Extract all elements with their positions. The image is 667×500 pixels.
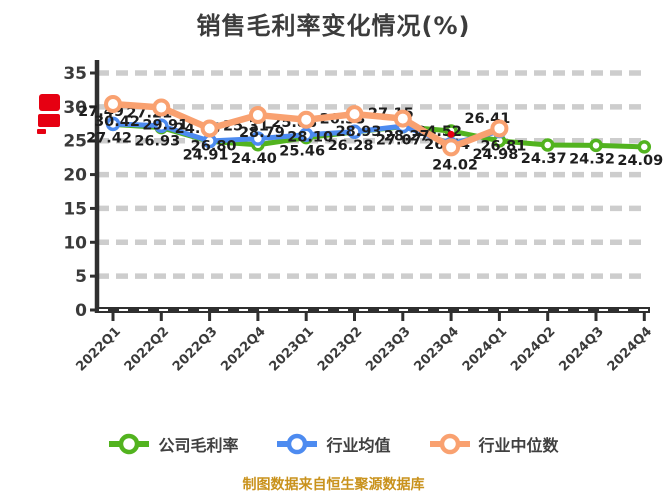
data-source-caption: 制图数据来自恒生聚源数据库 [242,477,425,493]
x-axis-category-label: 2023Q3 [363,324,413,374]
legend-marker-icon [277,433,318,455]
data-point-label: 30.42 [94,114,140,130]
y-axis-tick-label: 20 [63,166,87,186]
data-point-label: 28.10 [287,130,333,146]
data-point-marker [637,140,652,154]
y-axis-tick-label: 15 [63,199,87,219]
x-axis-category-label: 2024Q1 [460,324,510,374]
y-axis-tick-label: 0 [75,301,87,321]
data-point-label: 26.81 [480,138,526,154]
chart-title: 销售毛利率变化情况(%) [196,12,471,40]
data-point-marker [248,106,267,125]
data-point-marker [347,124,362,139]
data-point-label: 29.91 [142,117,188,133]
legend-item-1: 行业均值 [276,432,391,456]
data-point-label: 28.93 [336,124,382,140]
legend-marker-icon [109,433,150,455]
legend-item-0: 公司毛利率 [108,432,238,456]
y-axis-tick-label: 35 [63,64,87,84]
x-axis-category-label: 2024Q2 [508,324,558,374]
data-point-marker [345,105,364,124]
legend-label: 行业中位数 [478,436,559,455]
data-point-label: 24.37 [521,151,567,167]
x-axis-category-label: 2022Q4 [218,324,268,374]
line-chart-plot: 051015202530352022Q12022Q22022Q32022Q420… [63,60,663,375]
alert-dot-icon [447,130,455,138]
x-axis-category-label: 2022Q3 [170,324,220,374]
legend-label: 行业均值 [326,436,391,455]
y-axis-tick-label: 10 [63,233,87,253]
data-point-marker [154,118,169,133]
data-point-marker [393,109,412,128]
x-axis-category-label: 2023Q4 [412,324,462,374]
x-axis-category-label: 2023Q2 [315,324,365,374]
data-point-label: 24.91 [183,147,229,163]
legend-marker-icon [429,433,470,455]
data-point-marker [490,119,509,138]
legend-item-2: 行业中位数 [429,432,559,456]
data-point-label: 28.27 [384,129,430,145]
x-axis-category-label: 2022Q2 [122,324,172,374]
x-axis-category-label: 2023Q1 [267,324,317,374]
data-point-marker [250,131,266,146]
data-point-marker [105,116,121,132]
data-point-label: 26.93 [134,134,180,150]
x-axis-category-label: 2024Q3 [556,324,606,374]
chart-legend: 公司毛利率 行业均值 行业中位数 [0,432,667,456]
legend-label: 公司毛利率 [158,436,239,455]
data-point-marker [152,98,171,117]
x-axis-category-label: 2024Q4 [605,324,655,374]
data-point-marker [297,110,316,129]
data-point-label: 24.02 [432,157,478,173]
data-point-label: 24.32 [569,151,615,167]
data-point-marker [589,138,603,153]
data-point-label: 26.28 [328,138,374,154]
data-point-label: 24.98 [472,147,518,163]
y-axis-tick-label: 30 [63,98,87,118]
data-point-marker [200,119,219,138]
y-axis-tick-label: 25 [63,132,87,152]
data-point-label: 24.40 [231,151,277,167]
red-stamp-icon [37,94,60,134]
data-point-marker [298,127,314,143]
data-point-label: 27.07 [376,133,422,149]
y-axis-tick-label: 5 [75,267,87,287]
data-point-label: 28.79 [239,125,285,141]
data-point-marker [540,138,555,152]
data-point-marker [442,138,461,157]
data-point-label: 27.42 [86,130,132,146]
x-axis-category-label: 2022Q1 [73,324,123,374]
data-point-label: 25.46 [279,144,325,160]
data-point-label: 24.09 [617,153,663,169]
data-point-marker [104,95,122,114]
data-point-label: 26.80 [191,139,237,155]
